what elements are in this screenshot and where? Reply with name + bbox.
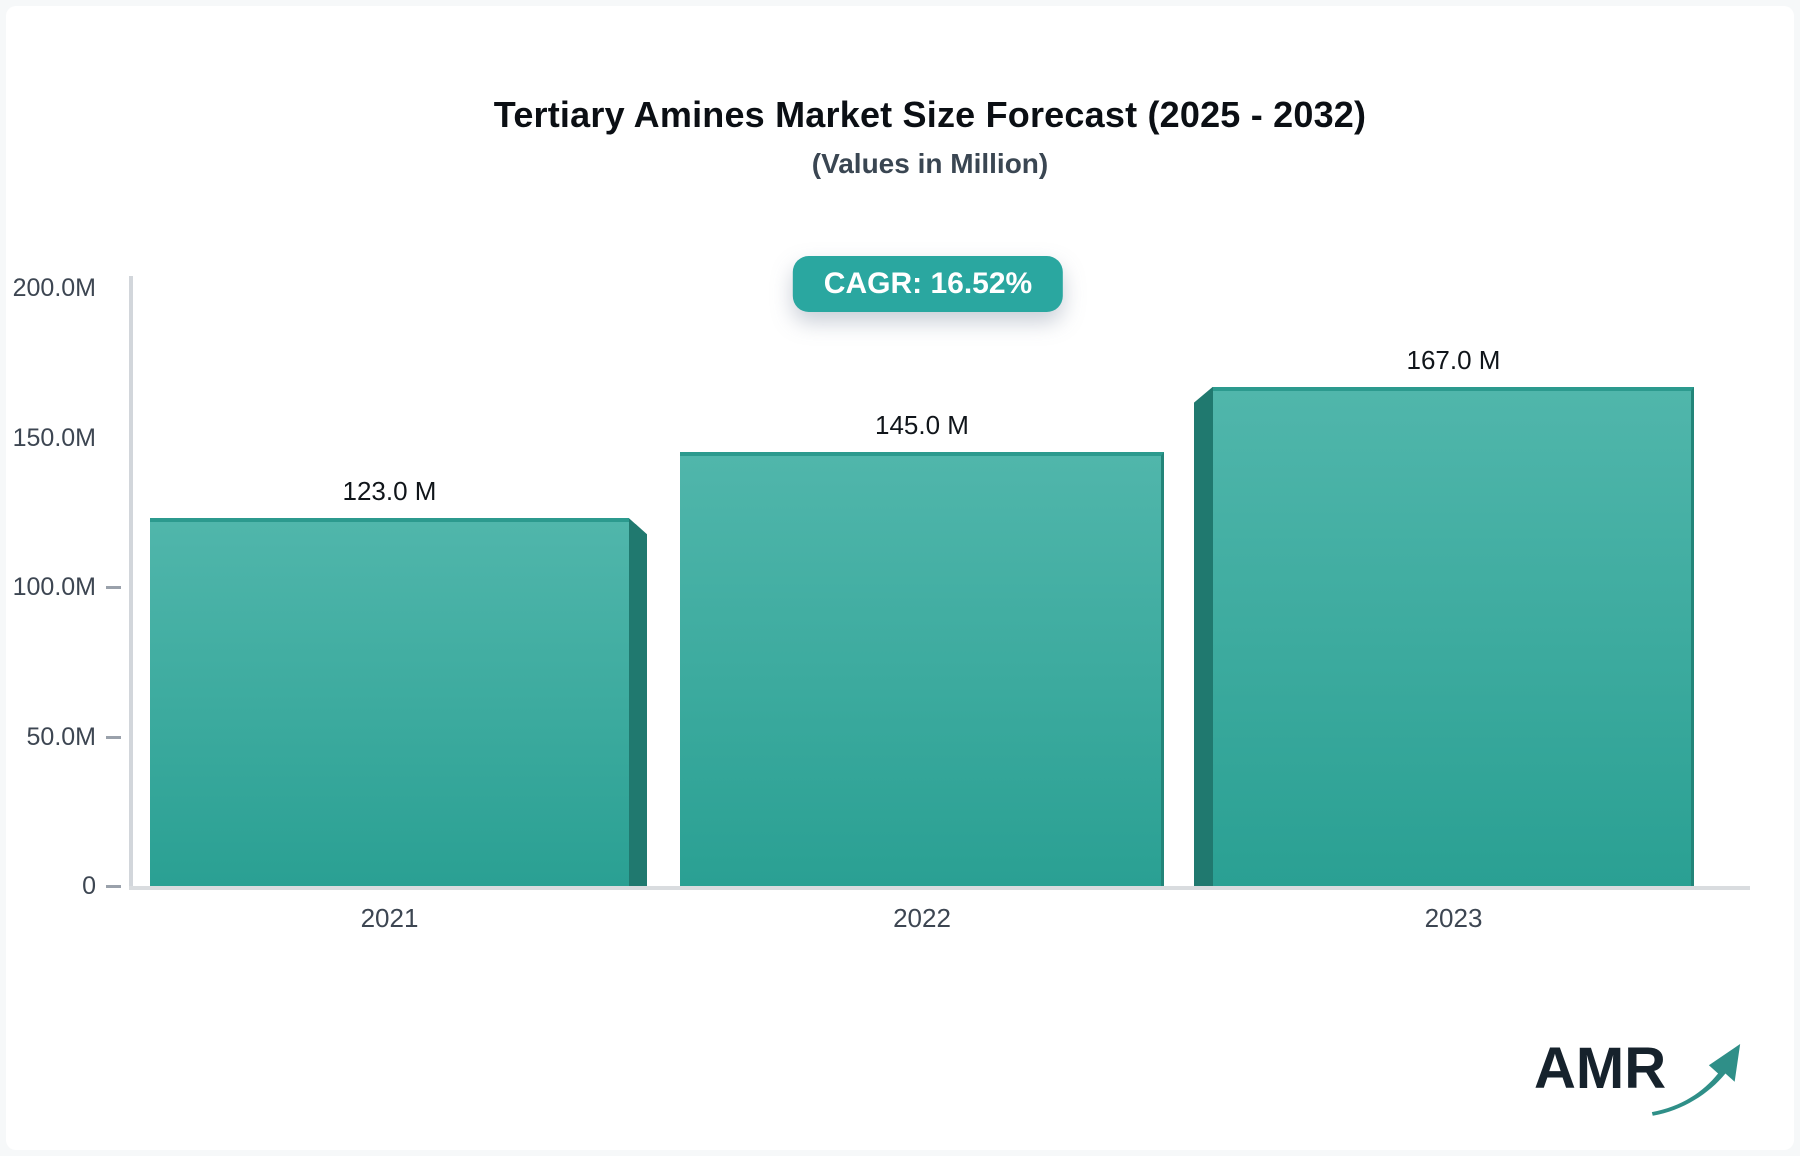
y-axis-tick-label: 150.0M [12, 423, 96, 452]
y-axis-tick-label: 100.0M [12, 573, 96, 601]
bar-value-label: 123.0 M [342, 476, 437, 507]
y-axis-tick-mark [106, 735, 121, 739]
y-axis-tick-mark [106, 885, 121, 888]
x-axis-label: 2023 [1424, 903, 1483, 933]
y-axis-tick-label: 200.0M [12, 274, 96, 302]
x-axis-line [129, 886, 1750, 890]
bar-3d-side [1194, 386, 1213, 886]
amr-logo-text: AMR [1534, 1036, 1667, 1101]
x-axis-label: 2022 [893, 903, 951, 933]
y-axis-tick-label: 0 [82, 872, 96, 900]
growth-arrow-icon [1650, 1040, 1742, 1123]
y-axis-tick-mark [106, 586, 121, 589]
bar-3d-side [629, 518, 647, 886]
bar-value-label: 167.0 M [1406, 344, 1501, 375]
bar-2023[interactable] [1213, 386, 1694, 886]
x-axis-label: 2021 [360, 903, 419, 933]
bar-value-label: 145.0 M [875, 410, 969, 441]
amr-logo: AMR [1534, 1038, 1742, 1123]
y-axis-tick-label: 50.0M [26, 722, 96, 751]
y-axis-line [129, 276, 133, 890]
chart-subtitle: (Values in Million) [811, 148, 1049, 179]
bar-2021[interactable] [150, 518, 629, 886]
chart-title: Tertiary Amines Market Size Forecast (20… [493, 94, 1367, 135]
bar-2022[interactable] [680, 452, 1164, 886]
cagr-badge: CAGR: 16.52% [792, 256, 1064, 312]
